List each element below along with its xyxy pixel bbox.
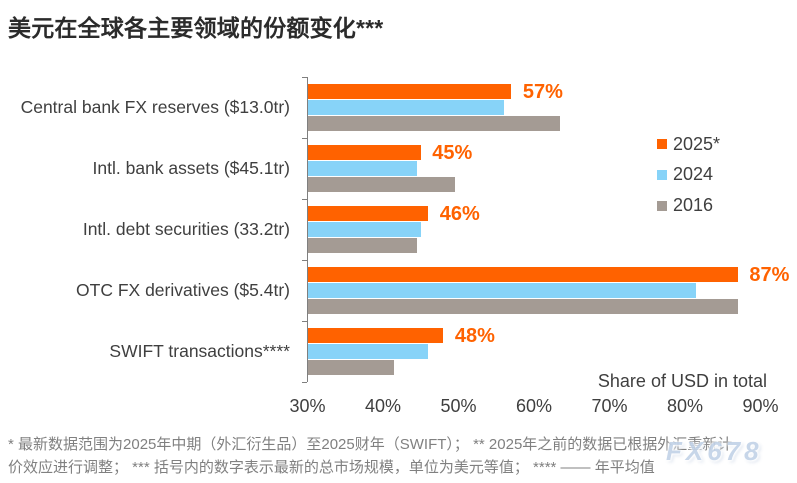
bar-2025 <box>307 327 444 343</box>
watermark: FX678 <box>666 436 763 466</box>
bar-2024 <box>307 99 504 115</box>
x-tick-label: 30% <box>289 396 326 416</box>
bar-2016 <box>307 359 395 375</box>
value-label: 46% <box>439 203 480 226</box>
x-tick-label: 60% <box>515 396 553 416</box>
bar-2024 <box>307 282 697 298</box>
bar-2024 <box>307 160 417 176</box>
y-axis-tick <box>301 382 307 383</box>
bar-2024 <box>307 221 421 237</box>
value-label: 57% <box>522 81 563 103</box>
footnote-line: * 最新数据范围为2025年中期（外汇衍生品）至2025财年（SWIFT）； *… <box>8 436 733 453</box>
y-axis-tick <box>301 137 307 139</box>
legend-item: 2024 <box>657 165 713 184</box>
category-label: Intl. debt securities (33.2tr) <box>82 218 290 239</box>
legend-label: 2025* <box>673 133 721 154</box>
value-label: 48% <box>454 325 495 348</box>
legend-label: 2016 <box>673 195 714 215</box>
chart-title: 美元在全球各主要领域的份额变化*** <box>8 15 384 41</box>
footnote: * 最新数据范围为2025年中期（外汇衍生品）至2025财年（SWIFT）； *… <box>8 433 790 479</box>
value-label: 45% <box>432 142 473 165</box>
category-label: SWIFT transactions**** <box>109 340 290 361</box>
x-axis-title: Share of USD in total <box>597 371 767 391</box>
legend-swatch-icon <box>657 200 667 211</box>
bar-2016 <box>307 115 561 131</box>
y-axis-tick <box>301 259 307 261</box>
legend-item: 2025* <box>657 133 721 154</box>
category-label: Central bank FX reserves ($13.0tr) <box>20 96 290 117</box>
legend-swatch-icon <box>657 169 667 180</box>
bar-2016 <box>307 176 455 192</box>
bar-2025 <box>307 83 512 99</box>
legend-item: 2016 <box>657 196 713 215</box>
value-label: 87% <box>749 264 790 287</box>
x-tick-label: 50% <box>440 396 477 416</box>
bar-2016 <box>307 298 738 314</box>
x-tick-label: 70% <box>591 396 628 416</box>
y-axis-tick <box>301 198 307 200</box>
bar-2025 <box>307 144 421 160</box>
y-axis-tick <box>301 76 307 78</box>
bar-2024 <box>307 343 429 359</box>
x-tick-label: 40% <box>364 396 402 416</box>
y-axis-tick <box>301 320 307 322</box>
legend-swatch-icon <box>657 139 667 149</box>
bar-2016 <box>307 237 417 253</box>
bar-2025 <box>307 266 738 282</box>
category-label: OTC FX derivatives ($5.4tr) <box>76 279 290 300</box>
footnote-line: 价效应进行调整； *** 括号内的数字表示最新的总市场规模，单位为美元等值； *… <box>8 459 655 476</box>
bar-2025 <box>307 205 429 221</box>
legend-label: 2024 <box>673 164 714 185</box>
x-tick-label: 80% <box>666 396 704 416</box>
category-label: Intl. bank assets ($45.1tr) <box>92 157 290 178</box>
x-tick-label: 90% <box>742 396 779 416</box>
